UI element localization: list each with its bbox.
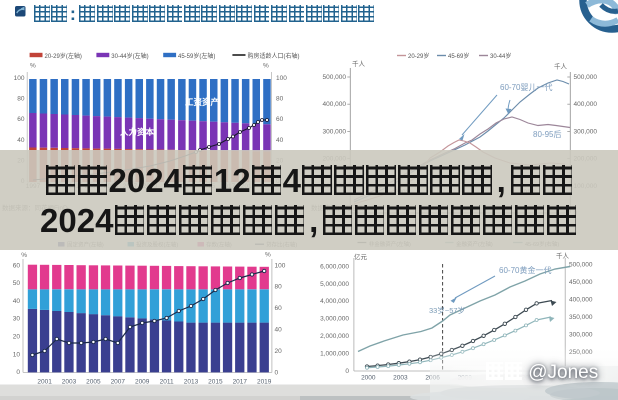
svg-text:80: 80 [275,284,283,291]
svg-text:33岁~57岁: 33岁~57岁 [429,305,465,315]
svg-text:人力资本: 人力资本 [120,127,155,137]
svg-text:2000: 2000 [361,375,376,382]
svg-text:30-44岁(左轴): 30-44岁(左轴) [111,52,148,60]
svg-text:400,000: 400,000 [323,101,347,108]
svg-text:60: 60 [275,305,283,312]
svg-text:千人: 千人 [554,62,568,71]
svg-text:2017: 2017 [233,379,248,386]
svg-text:2,000,000: 2,000,000 [320,333,349,340]
svg-text:2007: 2007 [111,379,126,386]
svg-text:60-70婴儿一代: 60-70婴儿一代 [500,82,552,92]
svg-text:300,000: 300,000 [569,332,593,339]
svg-text:6,000,000: 6,000,000 [320,263,349,270]
svg-text:500,000: 500,000 [569,262,593,269]
svg-text:购房适龄人口(右轴): 购房适龄人口(右轴) [248,52,300,60]
svg-text:40: 40 [17,137,25,144]
svg-text:450,000: 450,000 [569,279,593,286]
svg-text:2003: 2003 [62,379,77,386]
svg-text:5,000,000: 5,000,000 [320,281,349,288]
svg-text:30: 30 [13,316,21,323]
svg-text:300,000: 300,000 [574,128,598,135]
svg-text:千人: 千人 [352,59,366,68]
svg-text:350,000: 350,000 [569,314,593,321]
svg-text:30-44岁: 30-44岁 [490,52,511,60]
svg-text:2013: 2013 [184,379,199,386]
svg-text:100: 100 [276,75,287,82]
svg-text:10: 10 [13,351,21,358]
svg-text:0: 0 [16,369,20,376]
svg-text:45-69岁: 45-69岁 [448,52,469,60]
svg-text:0: 0 [275,369,279,376]
svg-text:20-29岁: 20-29岁 [408,52,429,60]
svg-text:45-59岁(左轴): 45-59岁(左轴) [178,52,215,60]
svg-text:2001: 2001 [37,379,52,386]
svg-text:40: 40 [276,137,284,144]
svg-text:%: % [265,252,271,259]
svg-text:100: 100 [14,75,25,82]
svg-text:80-95后: 80-95后 [533,129,561,139]
svg-text:60: 60 [13,262,21,269]
svg-text:%: % [30,63,36,70]
svg-text:%: % [21,252,27,259]
svg-text:2011: 2011 [160,379,174,386]
svg-text:千人: 千人 [556,251,570,260]
svg-text:20: 20 [13,334,21,341]
svg-text:0: 0 [345,368,349,375]
svg-text:500,000: 500,000 [574,74,598,81]
svg-text:2019: 2019 [257,379,272,386]
svg-text:300,000: 300,000 [323,128,347,135]
svg-text:100: 100 [275,262,286,269]
svg-text:500,000: 500,000 [323,74,347,81]
svg-text:工资资产: 工资资产 [185,97,220,107]
svg-text:20: 20 [275,348,283,355]
svg-text:60-70黄金一代: 60-70黄金一代 [499,265,551,275]
svg-text:2015: 2015 [208,379,223,386]
svg-text:2003: 2003 [393,375,408,382]
svg-text:2005: 2005 [86,379,101,386]
svg-text:50: 50 [13,280,21,287]
svg-text:2009: 2009 [135,379,150,386]
svg-text:400,000: 400,000 [574,101,598,108]
svg-text:1,000,000: 1,000,000 [320,351,349,358]
svg-text:40: 40 [13,298,21,305]
svg-text:40: 40 [275,327,283,334]
svg-text:80: 80 [276,96,284,103]
svg-text:4,000,000: 4,000,000 [320,298,349,305]
svg-text:60: 60 [276,116,284,123]
svg-text:%: % [263,63,269,70]
svg-text:400,000: 400,000 [569,297,593,304]
svg-text:80: 80 [17,96,25,103]
svg-text:60: 60 [17,116,25,123]
svg-text:亿元: 亿元 [354,252,368,261]
svg-text:20-29岁(左轴): 20-29岁(左轴) [45,52,82,60]
svg-text:3,000,000: 3,000,000 [320,316,349,323]
